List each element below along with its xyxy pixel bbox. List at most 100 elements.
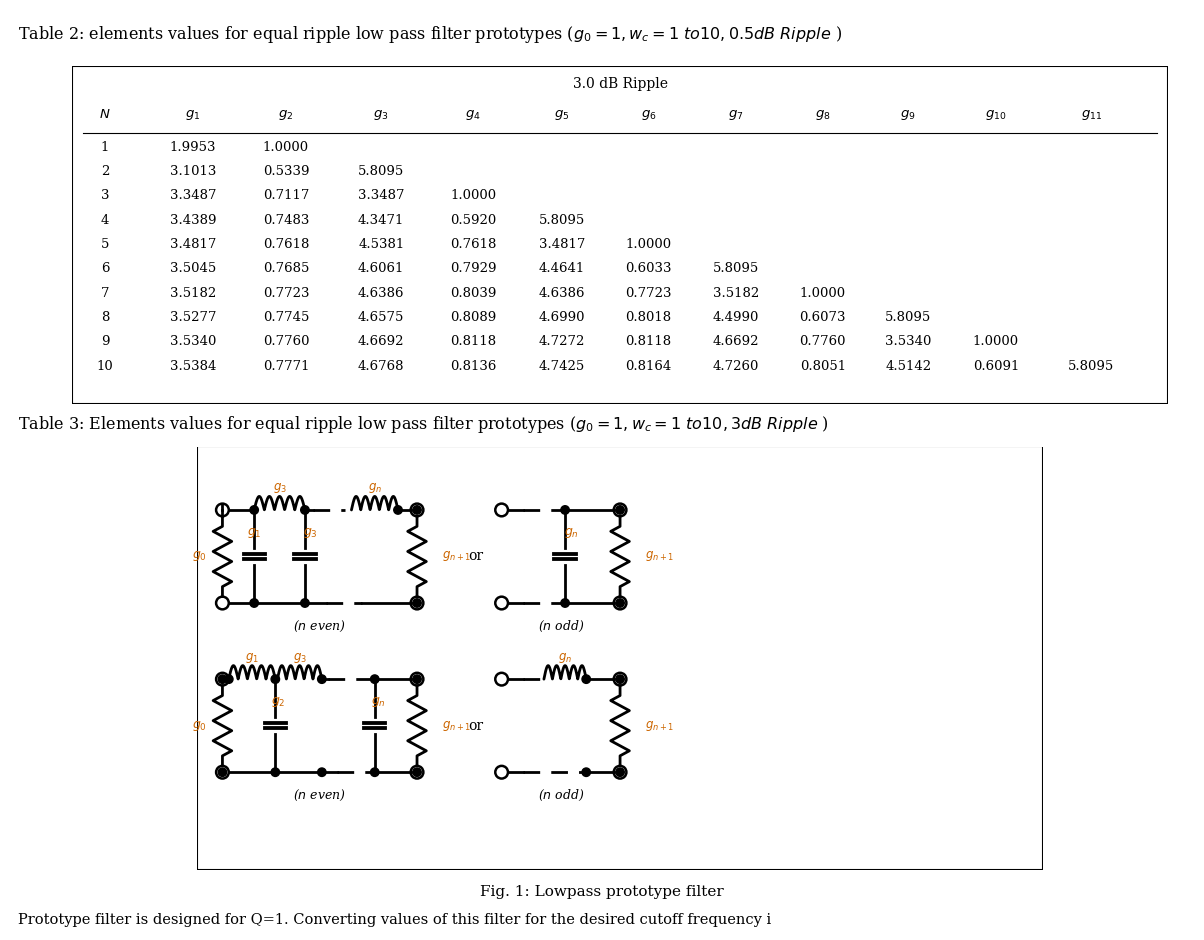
Circle shape <box>615 599 625 607</box>
Text: ($n$ odd): ($n$ odd) <box>537 788 584 803</box>
Text: 4.3471: 4.3471 <box>358 213 405 227</box>
Circle shape <box>413 506 421 514</box>
Text: $g_6$: $g_6$ <box>641 108 656 122</box>
Text: 0.8018: 0.8018 <box>626 311 672 324</box>
Circle shape <box>371 675 379 683</box>
Text: $g_0$: $g_0$ <box>191 719 207 732</box>
Text: $g_3$: $g_3$ <box>373 108 389 122</box>
Text: 10: 10 <box>96 360 113 373</box>
Text: $g_1$: $g_1$ <box>246 651 259 665</box>
Text: 5.8095: 5.8095 <box>1068 360 1115 373</box>
Text: 0.8118: 0.8118 <box>450 336 496 349</box>
Text: 4.6768: 4.6768 <box>358 360 405 373</box>
Circle shape <box>301 599 309 607</box>
Text: 3.4817: 3.4817 <box>539 238 585 251</box>
Text: 3.5340: 3.5340 <box>885 336 932 349</box>
Circle shape <box>250 599 259 607</box>
Text: 0.8136: 0.8136 <box>450 360 496 373</box>
Text: $g_n$: $g_n$ <box>557 651 572 665</box>
Circle shape <box>218 675 226 683</box>
Text: $g_{n+1}$: $g_{n+1}$ <box>442 550 472 563</box>
Text: $g_4$: $g_4$ <box>466 108 482 122</box>
Text: 3.5277: 3.5277 <box>170 311 216 324</box>
Text: 4.4641: 4.4641 <box>539 262 585 275</box>
Circle shape <box>218 768 226 776</box>
Text: 0.8118: 0.8118 <box>626 336 672 349</box>
Circle shape <box>413 675 421 683</box>
Text: 3.4817: 3.4817 <box>170 238 216 251</box>
Text: $g_9$: $g_9$ <box>901 108 916 122</box>
Text: $g_{n+1}$: $g_{n+1}$ <box>645 550 674 563</box>
Text: 0.7618: 0.7618 <box>262 238 309 251</box>
Text: 4.4990: 4.4990 <box>713 311 760 324</box>
Text: $g_5$: $g_5$ <box>554 108 569 122</box>
Circle shape <box>582 675 590 683</box>
Text: $g_{n+1}$: $g_{n+1}$ <box>442 719 472 732</box>
Circle shape <box>301 506 309 514</box>
Circle shape <box>318 768 326 776</box>
Circle shape <box>318 675 326 683</box>
Text: 0.7760: 0.7760 <box>262 336 309 349</box>
Text: 1.0000: 1.0000 <box>262 140 309 153</box>
Text: 0.7929: 0.7929 <box>450 262 496 275</box>
Circle shape <box>615 506 625 514</box>
Text: 0.7685: 0.7685 <box>262 262 309 275</box>
Text: 0.5920: 0.5920 <box>450 213 496 227</box>
Text: 3.1013: 3.1013 <box>170 164 216 178</box>
Text: 8: 8 <box>101 311 110 324</box>
Text: 0.7745: 0.7745 <box>262 311 309 324</box>
Text: $g_n$: $g_n$ <box>367 481 382 495</box>
Text: 5.8095: 5.8095 <box>885 311 932 324</box>
Text: 2: 2 <box>101 164 110 178</box>
Text: Prototype filter is designed for Q=1. Converting values of this filter for the d: Prototype filter is designed for Q=1. Co… <box>18 913 772 927</box>
Text: 0.8164: 0.8164 <box>625 360 672 373</box>
Text: 3.5182: 3.5182 <box>170 287 216 300</box>
Text: or: or <box>468 550 484 563</box>
Text: 4.7425: 4.7425 <box>539 360 585 373</box>
Text: 0.7117: 0.7117 <box>262 189 309 202</box>
Text: 0.6091: 0.6091 <box>973 360 1019 373</box>
Text: $g_3$: $g_3$ <box>272 481 287 495</box>
Text: Table 2: elements values for equal ripple low pass filter prototypes ($g_0 = 1, : Table 2: elements values for equal rippl… <box>18 24 842 45</box>
Text: 0.7723: 0.7723 <box>625 287 672 300</box>
Text: 0.5339: 0.5339 <box>262 164 309 178</box>
Text: 4.6692: 4.6692 <box>713 336 760 349</box>
Text: 3.5182: 3.5182 <box>713 287 760 300</box>
Circle shape <box>271 768 279 776</box>
Circle shape <box>413 768 421 776</box>
Text: $g_2$: $g_2$ <box>278 108 294 122</box>
Text: 0.8039: 0.8039 <box>450 287 496 300</box>
Text: 5.8095: 5.8095 <box>539 213 585 227</box>
Text: 3.4389: 3.4389 <box>170 213 216 227</box>
Text: 3.5045: 3.5045 <box>170 262 216 275</box>
Text: 7: 7 <box>101 287 110 300</box>
Text: 1.0000: 1.0000 <box>973 336 1019 349</box>
Text: 5.8095: 5.8095 <box>358 164 405 178</box>
Circle shape <box>225 675 234 683</box>
Text: $g_3$: $g_3$ <box>293 651 307 665</box>
Circle shape <box>413 599 421 607</box>
Text: 4.6061: 4.6061 <box>358 262 405 275</box>
Text: $g_1$: $g_1$ <box>185 108 200 122</box>
Text: $g_{n+1}$: $g_{n+1}$ <box>645 719 674 732</box>
Text: 6: 6 <box>101 262 110 275</box>
Text: $g_{11}$: $g_{11}$ <box>1080 108 1102 122</box>
Text: 0.7723: 0.7723 <box>262 287 309 300</box>
Text: ($n$ even): ($n$ even) <box>294 788 347 803</box>
Text: 3.5340: 3.5340 <box>170 336 216 349</box>
Text: 0.7618: 0.7618 <box>450 238 496 251</box>
Text: 3.3487: 3.3487 <box>170 189 216 202</box>
Circle shape <box>271 675 279 683</box>
Text: 0.7760: 0.7760 <box>799 336 846 349</box>
Text: 1.0000: 1.0000 <box>450 189 496 202</box>
Text: 4.6692: 4.6692 <box>358 336 405 349</box>
Text: 4.6386: 4.6386 <box>358 287 405 300</box>
Text: 0.8051: 0.8051 <box>799 360 846 373</box>
Text: 3: 3 <box>101 189 110 202</box>
Circle shape <box>615 768 625 776</box>
Circle shape <box>561 599 569 607</box>
Text: 3.3487: 3.3487 <box>358 189 405 202</box>
Text: 0.8089: 0.8089 <box>450 311 496 324</box>
Text: 0.7483: 0.7483 <box>262 213 309 227</box>
Text: 0.6033: 0.6033 <box>625 262 672 275</box>
